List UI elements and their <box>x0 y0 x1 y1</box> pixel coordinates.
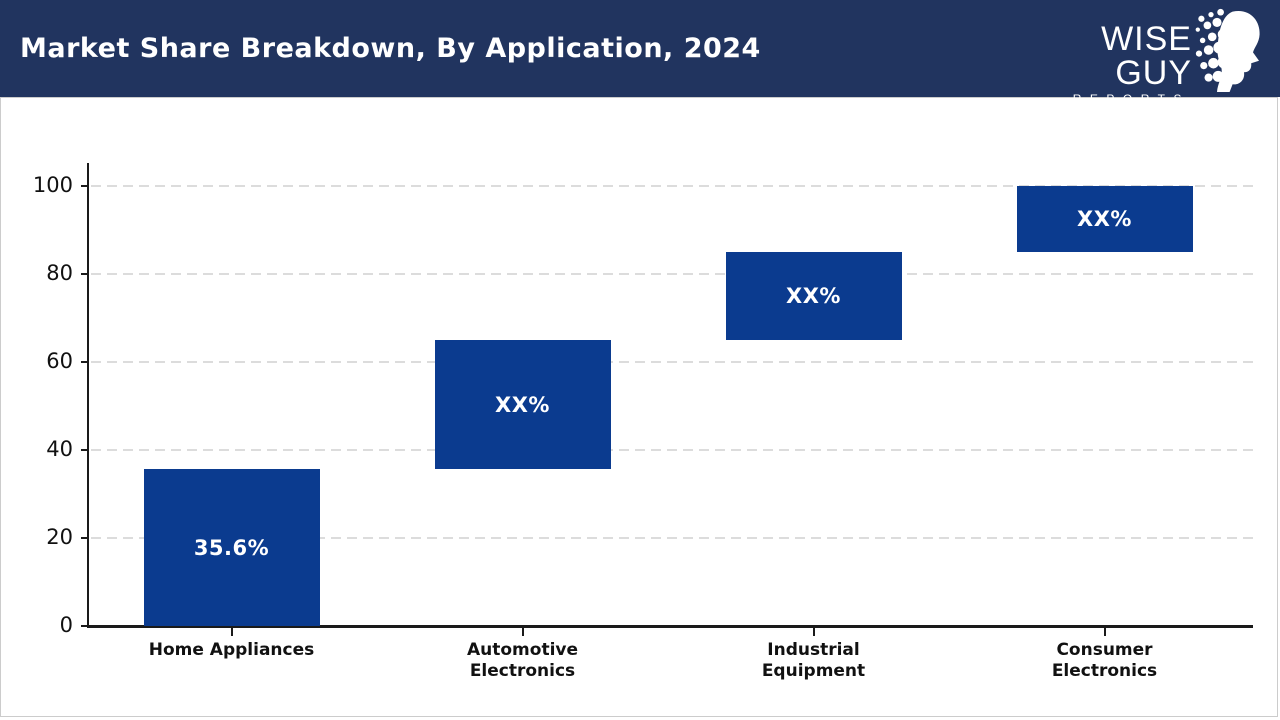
y-tick-60 <box>81 361 89 363</box>
x-category-label-line: Industrial <box>767 640 860 660</box>
x-category-label-line: Equipment <box>761 661 866 682</box>
logo-wise-guy-label: WISE GUY <box>1101 20 1192 92</box>
gridline-20 <box>91 537 1253 539</box>
x-category-label-line: Electronics <box>469 661 576 682</box>
bar-value-label: XX% <box>1077 207 1132 231</box>
x-category-label: Home Appliances <box>102 640 362 661</box>
y-tick-label-100: 100 <box>32 173 73 197</box>
x-category-label-line: Automotive <box>466 640 579 660</box>
bar-value-label: XX% <box>495 392 550 417</box>
y-tick-80 <box>81 273 89 275</box>
bar-automotive-electronics: XX% <box>434 340 611 470</box>
y-tick-100 <box>81 185 89 187</box>
x-category-label-line: Consumer <box>1056 640 1153 660</box>
bar-value-label: XX% <box>786 284 841 308</box>
x-tick-0 <box>230 628 233 636</box>
wiseguy-logo-text: WISE GUY REPORTS <box>1014 22 1192 106</box>
x-tick-3 <box>1103 628 1106 636</box>
wiseguy-logo: WISE GUY REPORTS <box>1014 6 1266 106</box>
y-tick-0 <box>81 625 89 627</box>
gridline-100 <box>91 185 1253 187</box>
y-tick-label-20: 20 <box>46 525 73 549</box>
bar-industrial-equipment: XX% <box>725 252 902 340</box>
logo-reports-label: REPORTS <box>1072 92 1190 106</box>
x-category-label-line: Electronics <box>1051 661 1158 682</box>
y-tick-label-60: 60 <box>46 349 73 373</box>
wiseguy-face-icon <box>1195 8 1260 92</box>
bar-value-label: 35.6% <box>193 535 270 560</box>
x-category-label: Consumer Electronics <box>975 640 1235 683</box>
y-tick-label-0: 0 <box>59 613 73 637</box>
y-tick-label-40: 40 <box>46 437 73 461</box>
y-tick-20 <box>81 537 89 539</box>
x-tick-2 <box>812 628 815 636</box>
x-category-label: Industrial Equipment <box>684 640 944 683</box>
gridline-60 <box>91 361 1253 363</box>
y-tick-label-80: 80 <box>46 261 73 285</box>
x-tick-1 <box>521 628 524 636</box>
x-category-label: Automotive Electronics <box>393 640 653 683</box>
gridline-80 <box>91 273 1253 275</box>
bar-consumer-electronics: XX% <box>1016 186 1193 252</box>
x-category-label-line: Home Appliances <box>148 640 315 660</box>
chart-title: Market Share Breakdown, By Application, … <box>20 33 761 64</box>
header: Market Share Breakdown, By Application, … <box>0 0 1280 106</box>
y-axis-spine <box>87 163 89 628</box>
x-axis-spine <box>87 625 1253 628</box>
y-tick-40 <box>81 449 89 451</box>
gridline-40 <box>91 449 1253 451</box>
bar-home-appliances: 35.6% <box>143 469 320 626</box>
